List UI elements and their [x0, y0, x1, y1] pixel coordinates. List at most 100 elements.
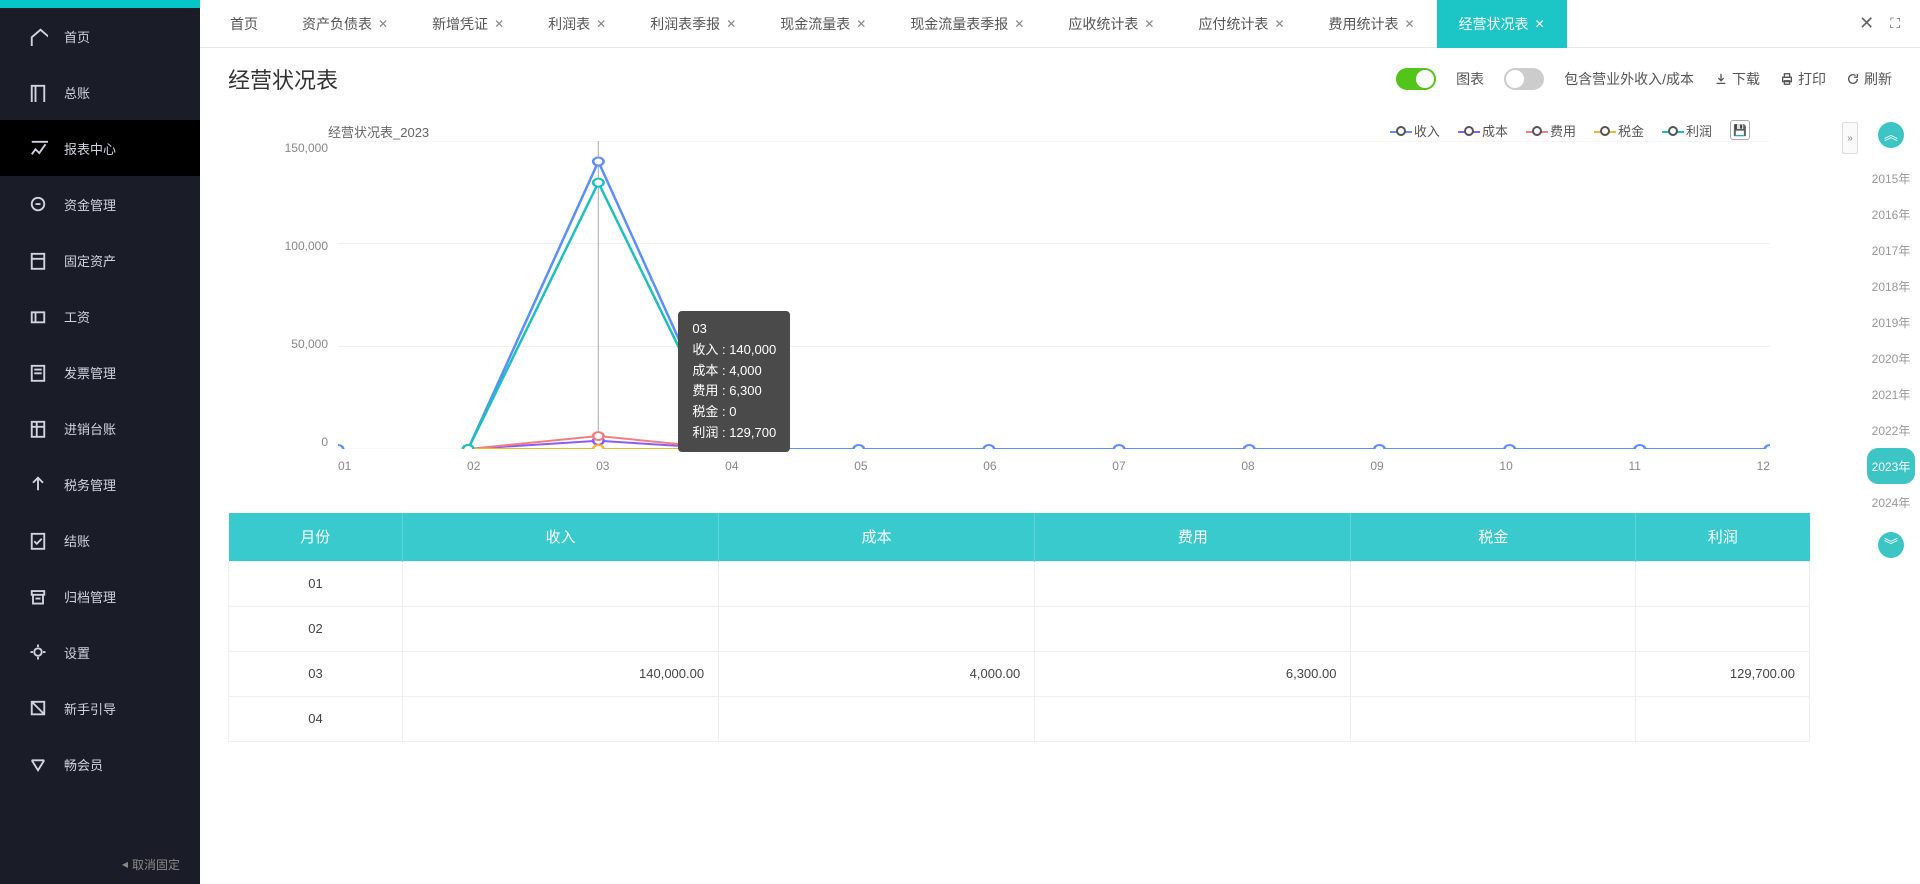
sidebar-item-tax[interactable]: 税务管理: [0, 456, 200, 512]
tab-close-icon[interactable]: ✕: [596, 17, 606, 31]
legend-item[interactable]: 利润: [1662, 121, 1712, 140]
year-item[interactable]: 2016年: [1867, 196, 1915, 232]
year-item[interactable]: 2017年: [1867, 232, 1915, 268]
table-cell: [1351, 696, 1636, 741]
sidebar-item-label: 归档管理: [64, 587, 116, 606]
table-cell: [719, 606, 1035, 651]
tab-close-icon[interactable]: ✕: [1144, 17, 1154, 31]
tab-bar: 首页资产负债表✕新增凭证✕利润表✕利润表季报✕现金流量表✕现金流量表季报✕应收统…: [200, 0, 1920, 48]
tab[interactable]: 现金流量表 ✕: [758, 0, 888, 48]
sidebar-item-money[interactable]: 资金管理: [0, 176, 200, 232]
tab[interactable]: 利润表✕: [526, 0, 628, 48]
expand-year-rail-button[interactable]: »: [1842, 122, 1858, 154]
tab[interactable]: 现金流量表季报 ✕: [888, 0, 1046, 48]
tab-close-icon[interactable]: ✕: [1274, 17, 1284, 31]
sidebar-item-label: 设置: [64, 643, 90, 662]
table-row: 01: [229, 561, 1810, 606]
x-tick-label: 03: [596, 459, 609, 473]
print-button[interactable]: 打印: [1780, 69, 1826, 89]
sidebar-item-report[interactable]: 报表中心: [0, 120, 200, 176]
tab-close-icon[interactable]: ✕: [1405, 17, 1415, 31]
sidebar-item-stock[interactable]: 进销台账: [0, 400, 200, 456]
asset-icon: [28, 250, 48, 270]
chart: 经营状况表_2023 收入成本费用税金利润💾 150,000100,00050,…: [228, 110, 1810, 503]
year-item[interactable]: 2020年: [1867, 340, 1915, 376]
tab-close-icon[interactable]: ✕: [856, 17, 866, 31]
year-item[interactable]: 2015年: [1867, 160, 1915, 196]
tab-close-icon[interactable]: ✕: [726, 17, 736, 31]
home-icon: [28, 26, 48, 46]
ledger-icon: [28, 82, 48, 102]
toggle-chart[interactable]: [1396, 68, 1436, 90]
report-icon: [28, 138, 48, 158]
tab[interactable]: 首页: [208, 0, 280, 48]
x-tick-label: 09: [1370, 459, 1383, 473]
table-cell: 03: [229, 651, 403, 696]
table-cell: 02: [229, 606, 403, 651]
tab-close-icon[interactable]: ✕: [378, 17, 388, 31]
tab-label: 应付统计表: [1198, 14, 1268, 34]
table-header-cell: 成本: [719, 513, 1035, 561]
year-item[interactable]: 2023年: [1867, 448, 1915, 484]
sidebar-item-home[interactable]: 首页: [0, 8, 200, 64]
close-all-tabs-icon[interactable]: ✕: [1859, 13, 1874, 34]
page-title: 经营状况表: [228, 63, 338, 95]
close-icon: [28, 530, 48, 550]
year-item[interactable]: 2024年: [1867, 484, 1915, 520]
legend-item[interactable]: 费用: [1526, 121, 1576, 140]
data-table: 月份收入成本费用税金利润 010203140,000.004,000.006,3…: [228, 513, 1810, 742]
tab[interactable]: 应付统计表 ✕: [1176, 0, 1306, 48]
year-scroll-down-button[interactable]: ︾: [1878, 532, 1904, 558]
year-item[interactable]: 2018年: [1867, 268, 1915, 304]
x-tick-label: 01: [338, 459, 351, 473]
plot-area[interactable]: 03收入 : 140,000成本 : 4,000费用 : 6,300税金 : 0…: [338, 141, 1770, 449]
sidebar-item-gear[interactable]: 设置: [0, 624, 200, 680]
sidebar-item-vip[interactable]: 畅会员: [0, 736, 200, 792]
tab-label: 现金流量表季报: [910, 14, 1008, 34]
sidebar-item-label: 固定资产: [64, 251, 116, 270]
x-tick-label: 12: [1757, 459, 1770, 473]
tab-close-icon[interactable]: ✕: [1535, 17, 1545, 31]
sidebar-item-invoice[interactable]: 发票管理: [0, 344, 200, 400]
year-item[interactable]: 2022年: [1867, 412, 1915, 448]
tab[interactable]: 费用统计表✕: [1307, 0, 1437, 48]
refresh-button[interactable]: 刷新: [1846, 69, 1892, 89]
sidebar-item-label: 发票管理: [64, 363, 116, 382]
table-row: 02: [229, 606, 1810, 651]
sidebar-item-close[interactable]: 结账: [0, 512, 200, 568]
sidebar-item-guide[interactable]: 新手引导: [0, 680, 200, 736]
year-scroll-up-button[interactable]: ︽: [1878, 122, 1904, 148]
legend-label: 收入: [1414, 121, 1440, 140]
tab-label: 现金流量表: [780, 14, 850, 34]
sidebar-item-asset[interactable]: 固定资产: [0, 232, 200, 288]
sidebar-item-ledger[interactable]: 总账: [0, 64, 200, 120]
tab-label: 新增凭证: [432, 14, 488, 34]
tab[interactable]: 利润表季报✕: [628, 0, 758, 48]
table-cell: [719, 696, 1035, 741]
sidebar-collapse-button[interactable]: 取消固定: [0, 844, 200, 884]
legend-item[interactable]: 成本: [1458, 121, 1508, 140]
tab-close-icon[interactable]: ✕: [1014, 17, 1024, 31]
download-button[interactable]: 下载: [1714, 69, 1760, 89]
table-cell: [1351, 561, 1636, 606]
archive-icon: [28, 586, 48, 606]
tab[interactable]: 经营状况表✕: [1437, 0, 1567, 48]
year-item[interactable]: 2021年: [1867, 376, 1915, 412]
year-item[interactable]: 2019年: [1867, 304, 1915, 340]
tab[interactable]: 应收统计表✕: [1046, 0, 1176, 48]
table-cell: [719, 561, 1035, 606]
tab-close-icon[interactable]: ✕: [494, 17, 504, 31]
sidebar-item-archive[interactable]: 归档管理: [0, 568, 200, 624]
tab[interactable]: 资产负债表✕: [280, 0, 410, 48]
toggle-include-non-operating[interactable]: [1504, 68, 1544, 90]
sidebar-item-label: 资金管理: [64, 195, 116, 214]
table-cell: [402, 606, 718, 651]
vip-icon: [28, 754, 48, 774]
legend-item[interactable]: 税金: [1594, 121, 1644, 140]
tab[interactable]: 新增凭证 ✕: [410, 0, 526, 48]
fullscreen-icon[interactable]: ⛶: [1890, 15, 1900, 32]
legend-item[interactable]: 收入: [1390, 121, 1440, 140]
save-chart-icon[interactable]: 💾: [1730, 120, 1750, 140]
gear-icon: [28, 642, 48, 662]
sidebar-item-salary[interactable]: 工资: [0, 288, 200, 344]
